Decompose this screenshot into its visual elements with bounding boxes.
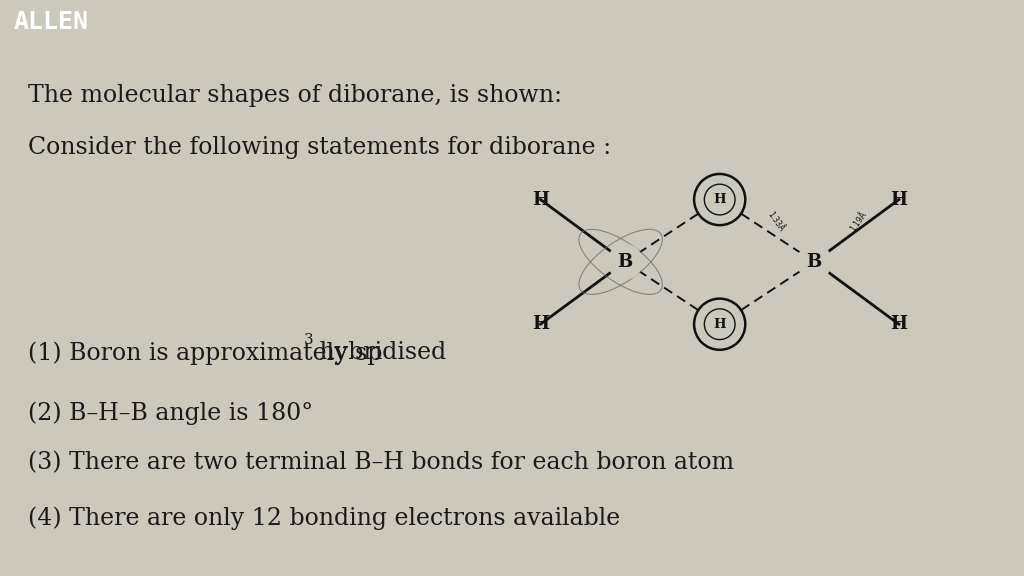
Text: (4) There are only 12 bonding electrons available: (4) There are only 12 bonding electrons … bbox=[28, 506, 621, 529]
Text: B: B bbox=[617, 253, 633, 271]
Text: H: H bbox=[891, 315, 907, 333]
Circle shape bbox=[797, 244, 833, 280]
Text: 1.33Å: 1.33Å bbox=[766, 210, 786, 233]
Text: ALLEN: ALLEN bbox=[14, 10, 89, 34]
Text: Consider the following statements for diborane :: Consider the following statements for di… bbox=[28, 136, 611, 159]
Text: (2) B–H–B angle is 180°: (2) B–H–B angle is 180° bbox=[28, 401, 313, 425]
Text: H: H bbox=[714, 318, 726, 331]
Circle shape bbox=[694, 174, 745, 225]
Text: 1.19Å: 1.19Å bbox=[849, 210, 868, 233]
Text: H: H bbox=[532, 315, 549, 333]
Text: H: H bbox=[532, 191, 549, 209]
Text: The molecular shapes of diborane, is shown:: The molecular shapes of diborane, is sho… bbox=[28, 84, 562, 107]
Text: H: H bbox=[891, 191, 907, 209]
Text: H: H bbox=[714, 193, 726, 206]
Text: 3: 3 bbox=[303, 333, 313, 347]
Text: (3) There are two terminal B–H bonds for each boron atom: (3) There are two terminal B–H bonds for… bbox=[28, 451, 734, 474]
Circle shape bbox=[694, 298, 745, 350]
Text: (1) Boron is approximately sp: (1) Boron is approximately sp bbox=[28, 341, 383, 365]
Text: B: B bbox=[807, 253, 822, 271]
Circle shape bbox=[607, 244, 643, 280]
Text: hybridised: hybridised bbox=[312, 341, 446, 364]
